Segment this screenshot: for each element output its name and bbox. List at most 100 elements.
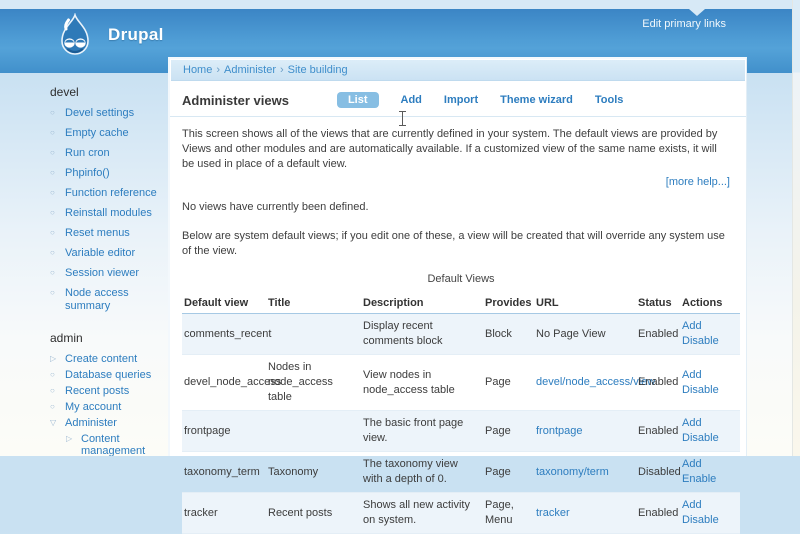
devel-menu: Devel settings Empty cache Run cron Phpi… <box>50 107 162 313</box>
breadcrumb-separator: › <box>279 64 284 76</box>
collapsed-arrow-icon[interactable] <box>50 353 60 366</box>
sidebar-link[interactable]: Run cron <box>65 147 110 159</box>
sidebar-link[interactable]: Content management <box>81 433 146 456</box>
sidebar-item-session-viewer: Session viewer <box>50 267 162 280</box>
sidebar-section-title: admin <box>50 331 83 345</box>
view-provides: Page, Menu <box>483 492 534 534</box>
sidebar-link[interactable]: Reinstall modules <box>65 207 152 219</box>
sidebar-link[interactable]: Node access summary <box>65 287 129 312</box>
table-header-row: Default view Title Description Provides … <box>182 294 740 314</box>
tab-tools[interactable]: Tools <box>594 94 624 106</box>
administer-submenu: Content management Site building <box>66 433 162 456</box>
drupal-droplet-icon[interactable] <box>55 12 95 62</box>
view-url-link[interactable]: tracker <box>536 506 570 519</box>
view-title: Taxonomy <box>266 451 361 493</box>
sidebar-link[interactable]: Devel settings <box>65 107 135 119</box>
circle-bullet-icon <box>50 127 60 140</box>
sidebar-link[interactable]: Recent posts <box>65 385 130 397</box>
view-description: The taxonomy view with a depth of 0. <box>361 451 483 493</box>
view-status: Enabled <box>636 410 680 452</box>
view-url-link[interactable]: taxonomy/term <box>536 465 609 478</box>
view-name: devel_node_access <box>182 354 281 411</box>
vertical-scrollbar[interactable] <box>792 0 800 456</box>
top-edge-strip <box>0 0 800 9</box>
tab-list[interactable]: List <box>336 92 379 108</box>
sidebar-item-recent-posts: Recent posts <box>50 385 162 398</box>
disable-action-link[interactable]: Disable <box>682 432 719 444</box>
sidebar-link[interactable]: Reset menus <box>65 227 130 239</box>
view-title: Nodes in node_access table <box>266 354 361 411</box>
view-name: comments_recent <box>182 313 271 355</box>
sidebar: devel Devel settings Empty cache Run cro… <box>0 73 168 456</box>
circle-bullet-icon <box>50 267 60 280</box>
sidebar-link[interactable]: My account <box>65 401 122 413</box>
sidebar-item-run-cron: Run cron <box>50 147 162 160</box>
view-description: The basic front page view. <box>361 410 483 452</box>
sidebar-link[interactable]: Empty cache <box>65 127 129 139</box>
view-title <box>266 410 361 452</box>
breadcrumb-separator: › <box>216 64 221 76</box>
tab-bar: List Add Import Theme wizard Tools <box>336 92 624 108</box>
view-url-link[interactable]: devel/node_access/view <box>536 376 656 388</box>
enable-action-link[interactable]: Enable <box>682 473 717 485</box>
view-provides: Block <box>483 313 534 355</box>
circle-bullet-icon <box>50 247 60 260</box>
view-title: Recent posts <box>266 492 361 534</box>
sidebar-section-admin: admin Create content Database queries Re… <box>50 331 162 456</box>
tab-theme-wizard[interactable]: Theme wizard <box>500 94 573 106</box>
add-action-link[interactable]: Add <box>682 368 702 381</box>
view-status: Disabled <box>636 451 681 493</box>
view-description: Shows all new activity on system. <box>361 492 483 534</box>
circle-bullet-icon <box>50 227 60 240</box>
sidebar-link[interactable]: Administer <box>65 417 117 429</box>
sidebar-item-reinstall-modules: Reinstall modules <box>50 207 162 220</box>
sidebar-link[interactable]: Database queries <box>65 369 152 381</box>
expanded-arrow-icon[interactable] <box>50 417 60 430</box>
add-action-link[interactable]: Add <box>682 458 702 470</box>
disable-action-link[interactable]: Disable <box>682 335 719 347</box>
sidebar-item-database-queries: Database queries <box>50 369 162 382</box>
add-action-link[interactable]: Add <box>682 499 702 511</box>
view-name: frontpage <box>182 410 266 452</box>
sidebar-link[interactable]: Function reference <box>65 187 157 199</box>
sidebar-item-my-account: My account <box>50 401 162 414</box>
sidebar-link[interactable]: Session viewer <box>65 267 139 279</box>
view-url: No Page View <box>534 313 636 355</box>
breadcrumb-link-administer[interactable]: Administer <box>224 64 276 76</box>
table-row: frontpage The basic front page view. Pag… <box>182 410 740 452</box>
view-provides: Page <box>483 451 534 493</box>
view-title <box>266 313 361 355</box>
view-actions: Add Disable <box>680 354 740 411</box>
add-action-link[interactable]: Add <box>682 320 702 332</box>
sidebar-link[interactable]: Phpinfo() <box>65 167 110 179</box>
sidebar-item-node-access-summary: Node access summary <box>50 287 162 313</box>
tab-add[interactable]: Add <box>400 94 422 106</box>
col-default-view: Default view <box>182 294 266 314</box>
table-caption: Default Views <box>427 273 495 285</box>
tab-import[interactable]: Import <box>443 94 479 106</box>
more-help-link[interactable]: [more help...] <box>665 176 730 188</box>
sidebar-item-reset-menus: Reset menus <box>50 227 162 240</box>
disable-action-link[interactable]: Disable <box>682 514 719 526</box>
sidebar-item-empty-cache: Empty cache <box>50 127 162 140</box>
text-cursor-icon <box>398 111 407 126</box>
breadcrumb: Home › Administer › Site building <box>171 60 745 81</box>
add-action-link[interactable]: Add <box>682 417 702 429</box>
breadcrumb-link-home[interactable]: Home <box>183 64 213 76</box>
view-name: tracker <box>182 492 266 534</box>
disable-action-link[interactable]: Disable <box>682 383 719 396</box>
circle-bullet-icon <box>50 401 60 414</box>
view-url-link[interactable]: frontpage <box>536 424 583 437</box>
sidebar-link[interactable]: Variable editor <box>65 247 136 259</box>
collapsed-arrow-icon[interactable] <box>66 433 76 456</box>
sidebar-item-content-management: Content management <box>66 433 162 456</box>
site-name[interactable]: Drupal <box>108 25 164 44</box>
sidebar-link[interactable]: Create content <box>65 353 138 365</box>
view-actions: Add Disable <box>680 410 740 452</box>
breadcrumb-link-site-building[interactable]: Site building <box>287 64 348 76</box>
view-description: Display recent comments block <box>361 313 483 355</box>
circle-bullet-icon <box>50 107 60 120</box>
circle-bullet-icon <box>50 207 60 220</box>
view-status: Enabled <box>636 313 680 355</box>
edit-primary-links-link[interactable]: Edit primary links <box>642 18 726 30</box>
